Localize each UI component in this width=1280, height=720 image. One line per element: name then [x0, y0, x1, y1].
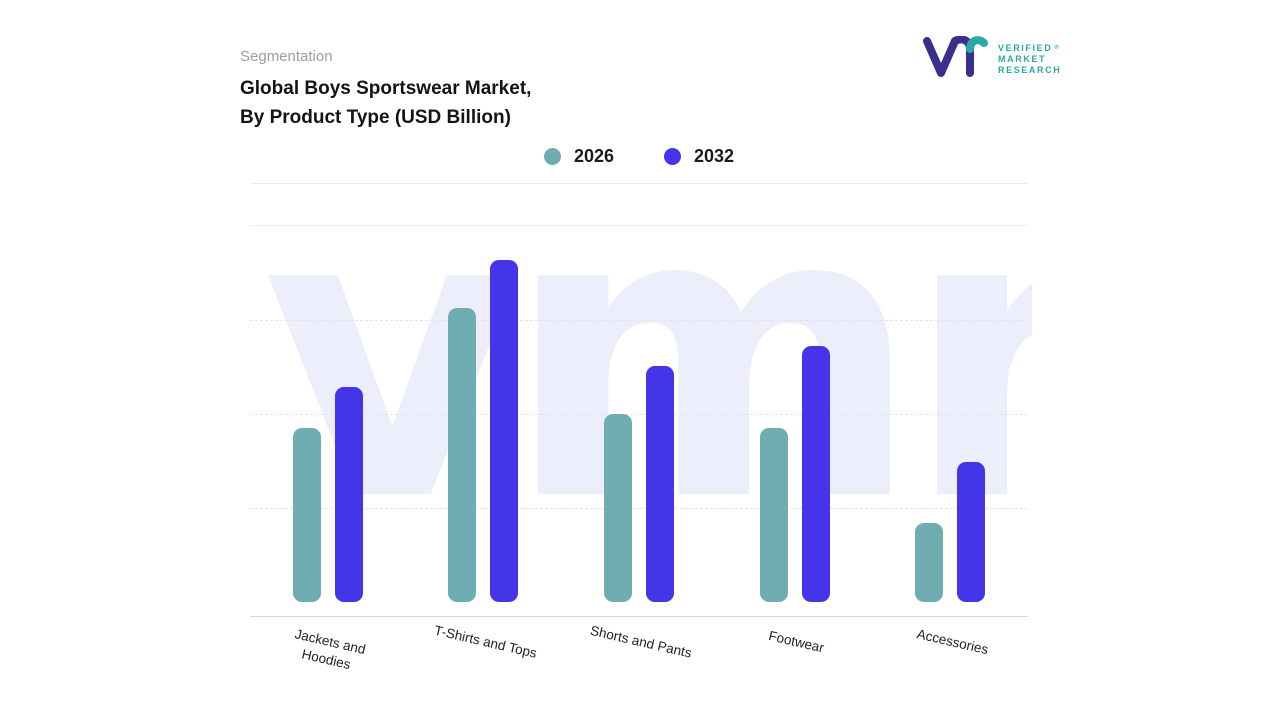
legend-item-2026: 2026 — [543, 146, 614, 167]
gridline — [250, 508, 1028, 509]
plot: vmr — [250, 225, 1032, 602]
bar-2032 — [645, 366, 674, 602]
bar-group — [717, 226, 873, 602]
registered-trademark: ® — [1054, 45, 1061, 51]
legend-label: 2026 — [573, 146, 614, 166]
legend: 2026 2032 — [250, 146, 1028, 167]
gridline — [250, 414, 1028, 415]
vmr-logo-line-3: RESEARCH — [998, 65, 1062, 75]
legend-divider — [250, 183, 1028, 184]
legend-marker-icon — [543, 148, 561, 165]
vmr-logo-line-2: MARKET — [998, 54, 1047, 64]
bar-2032 — [801, 345, 830, 602]
bar-2026 — [292, 427, 321, 602]
x-axis-label: T-Shirts and Tops — [432, 622, 539, 661]
x-axis-line — [250, 616, 1028, 617]
x-axis-labels: Jackets and Hoodies T-Shirts and Tops Shor… — [250, 622, 1028, 673]
vmr-logo-mark-icon — [922, 35, 988, 83]
x-axis-label: Footwear — [767, 628, 826, 656]
bar-group — [561, 226, 717, 602]
bar-group — [406, 226, 562, 602]
bar-2032 — [334, 386, 363, 602]
vmr-logo-text: VERIFIED ® MARKET RESEARCH — [998, 43, 1061, 76]
chart-title-line-2: By Product Type (USD Billion) — [240, 107, 511, 128]
plot-area: vmr Jackets and Hoodies T-Shirts and Tops… — [250, 225, 1032, 673]
chart-header: Segmentation Global Boys Sportswear Mark… — [240, 48, 531, 132]
bar-group — [250, 226, 406, 602]
chart-eyebrow: Segmentation — [240, 48, 333, 65]
vmr-logo: VERIFIED ® MARKET RESEARCH — [922, 35, 1061, 83]
legend-item-2032: 2032 — [664, 146, 734, 167]
chart-title-line-1: Global Boys Sportswear Market, — [240, 78, 532, 99]
bar-2032 — [490, 260, 519, 602]
gridline — [250, 320, 1028, 321]
bar-2026 — [915, 523, 944, 602]
bar-series — [250, 226, 1028, 602]
vmr-logo-line-1: VERIFIED ® — [998, 43, 1061, 53]
x-axis-label: Shorts and Pants — [589, 622, 694, 661]
bar-2032 — [957, 461, 986, 602]
x-axis-label: Accessories — [915, 626, 990, 658]
legend-label: 2032 — [694, 146, 735, 166]
bar-group — [872, 226, 1028, 602]
legend-marker-icon — [664, 148, 681, 165]
bar-2026 — [759, 427, 788, 602]
bar-2026 — [448, 308, 477, 602]
x-axis-label: Jackets and Hoodies — [293, 626, 367, 673]
bar-2026 — [603, 414, 632, 602]
